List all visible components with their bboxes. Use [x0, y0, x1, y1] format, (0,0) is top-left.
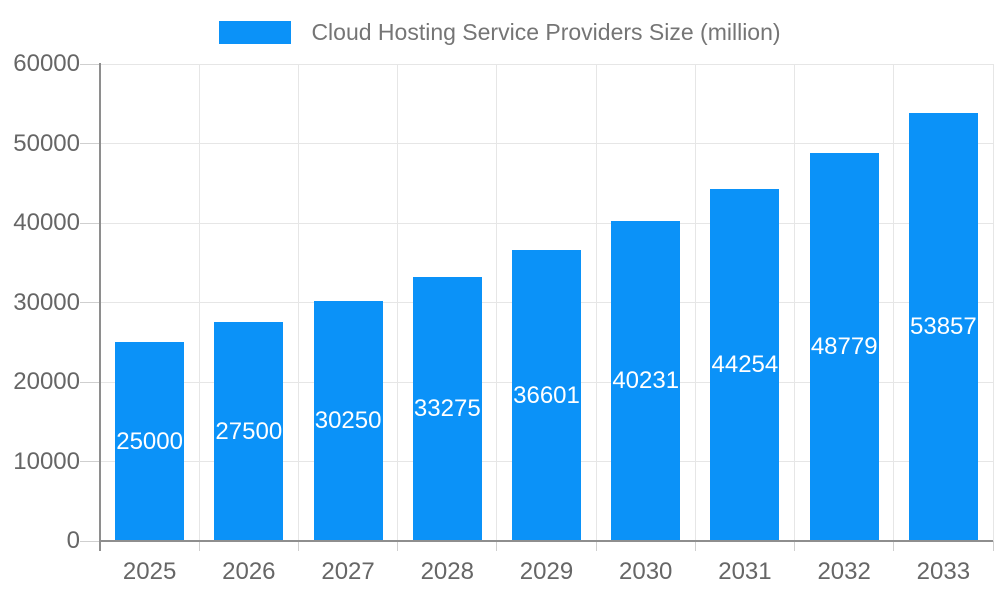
x-tick	[893, 541, 895, 551]
x-axis-label: 2028	[420, 558, 474, 585]
h-gridline	[100, 63, 993, 65]
bar-value-label: 48779	[810, 333, 878, 361]
bar: 30250	[313, 300, 383, 541]
bar: 36601	[512, 250, 581, 541]
x-tick	[694, 541, 696, 551]
x-axis-label: 2031	[718, 558, 772, 585]
bar-value-label: 25000	[116, 427, 183, 455]
bar: 33275	[412, 276, 482, 541]
v-gridline	[992, 64, 994, 541]
v-gridline	[297, 64, 299, 541]
x-tick	[794, 541, 796, 551]
x-axis-label: 2026	[222, 558, 276, 585]
v-gridline	[496, 64, 498, 541]
bar-value-label: 33275	[413, 394, 481, 422]
y-tick	[80, 143, 100, 144]
bar: 48779	[809, 153, 879, 541]
x-tick	[595, 541, 597, 551]
legend[interactable]: Cloud Hosting Service Providers Size (mi…	[0, 16, 1000, 48]
x-tick	[397, 541, 399, 551]
x-tick	[496, 541, 498, 551]
y-axis-line	[98, 63, 101, 551]
y-axis-label: 10000	[13, 447, 80, 475]
bar-value-label: 27500	[215, 417, 283, 445]
bar: 27500	[214, 322, 284, 541]
x-tick	[992, 541, 994, 551]
v-gridline	[198, 64, 200, 541]
x-axis-line	[100, 540, 993, 542]
legend-swatch	[219, 20, 292, 44]
v-gridline	[595, 64, 597, 541]
bar: 40231	[611, 221, 681, 541]
y-axis-label: 50000	[13, 129, 80, 157]
bar-value-label: 44254	[711, 351, 779, 379]
y-tick	[80, 302, 100, 303]
y-tick	[80, 381, 100, 383]
y-tick	[80, 222, 100, 224]
y-axis-label: 0	[66, 527, 80, 554]
bar: 25000	[115, 342, 185, 542]
y-axis-label: 20000	[13, 368, 80, 395]
bar-value-label: 36601	[513, 381, 580, 409]
x-axis-label: 2030	[619, 558, 673, 585]
y-axis-label: 60000	[13, 50, 80, 77]
v-gridline	[397, 64, 399, 541]
y-tick	[80, 540, 100, 542]
bar-value-label: 40231	[612, 367, 680, 395]
y-tick	[80, 63, 100, 65]
bar: 53857	[908, 112, 978, 541]
h-gridline	[100, 143, 993, 144]
x-tick	[198, 541, 200, 551]
v-gridline	[694, 64, 696, 541]
v-gridline	[893, 64, 895, 541]
legend-label: Cloud Hosting Service Providers Size (mi…	[311, 18, 781, 45]
y-axis-label: 40000	[13, 209, 80, 236]
bar-value-label: 53857	[910, 312, 977, 340]
y-tick	[80, 461, 100, 462]
bar: 44254	[710, 189, 780, 541]
v-gridline	[794, 64, 796, 541]
x-tick	[297, 541, 299, 551]
x-axis-label: 2029	[519, 558, 574, 585]
x-axis-label: 2033	[916, 558, 971, 585]
bar-value-label: 30250	[314, 406, 382, 434]
y-axis-label: 30000	[13, 288, 80, 316]
x-axis-label: 2032	[817, 558, 871, 585]
x-axis-label: 2027	[321, 558, 375, 585]
h-gridline	[100, 222, 993, 224]
x-axis-label: 2025	[122, 558, 177, 585]
